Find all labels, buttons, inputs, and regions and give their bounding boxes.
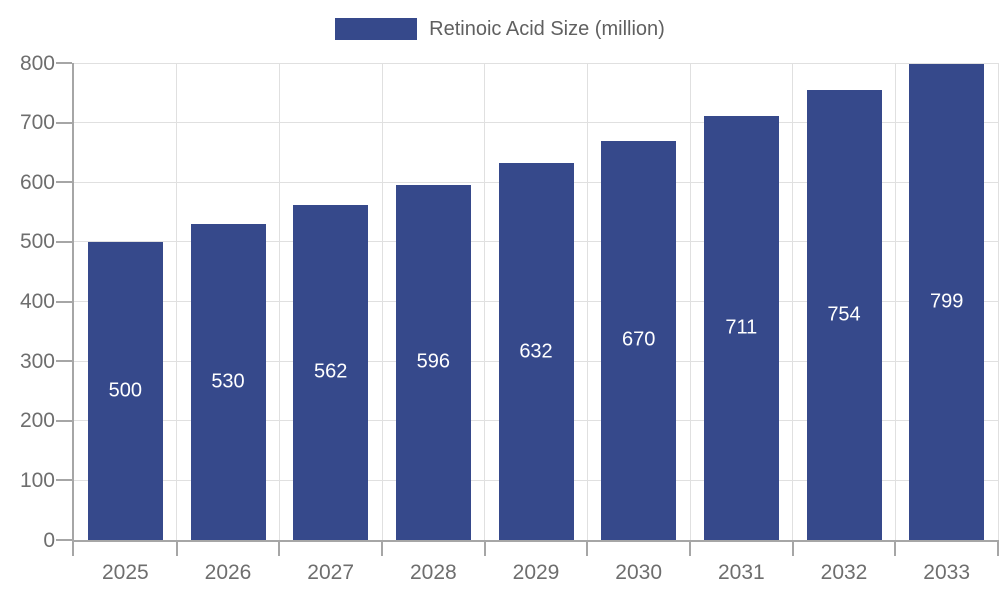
bar-value-label: 632 xyxy=(519,340,553,363)
v-gridline xyxy=(278,63,280,540)
y-axis-tick xyxy=(56,300,72,303)
x-tick-label: 2026 xyxy=(204,561,252,584)
bar[interactable] xyxy=(395,184,471,540)
y-axis-tick xyxy=(56,181,72,184)
bar[interactable] xyxy=(909,63,985,540)
x-tick-label: 2032 xyxy=(820,561,868,584)
legend-label: Retinoic Acid Size (million) xyxy=(429,18,665,40)
v-gridline xyxy=(997,63,999,540)
y-tick-label: 0 xyxy=(43,528,55,552)
bar[interactable] xyxy=(806,90,882,540)
x-tick-label: 2027 xyxy=(307,561,355,584)
y-axis-tick xyxy=(56,479,72,482)
bar[interactable] xyxy=(498,163,574,540)
x-axis-tick xyxy=(72,540,74,556)
bar[interactable] xyxy=(601,140,677,540)
x-axis-tick xyxy=(381,540,383,556)
y-axis-tick xyxy=(56,62,72,64)
x-axis-tick xyxy=(175,540,178,556)
plot-area: 500 2025 530 2026 562 2027 596 2028 632 2029 670 20… xyxy=(56,62,999,583)
x-tick-label: 2029 xyxy=(512,561,560,584)
x-axis-tick xyxy=(997,540,999,556)
v-gridline xyxy=(484,63,486,540)
bar-value-label: 530 xyxy=(211,370,245,393)
v-gridline xyxy=(689,63,691,540)
bar-value-label: 799 xyxy=(929,290,964,313)
x-axis-tick xyxy=(894,540,897,556)
x-tick-label: 2031 xyxy=(717,561,765,584)
v-gridline xyxy=(894,63,896,540)
y-tick-label: 700 xyxy=(19,111,55,135)
y-tick-label: 100 xyxy=(19,468,55,492)
y-tick-label: 800 xyxy=(19,51,55,75)
x-axis-tick xyxy=(586,540,589,556)
x-axis-tick xyxy=(278,540,281,556)
bar-value-label: 562 xyxy=(313,360,348,383)
v-gridline xyxy=(381,63,383,540)
bar[interactable] xyxy=(87,241,163,540)
x-axis-tick xyxy=(483,540,486,556)
legend-item[interactable]: Retinoic Acid Size (million) xyxy=(0,18,1000,40)
y-tick-label: 200 xyxy=(19,409,55,433)
y-tick-label: 400 xyxy=(19,290,55,313)
bar-value-label: 500 xyxy=(108,379,143,402)
y-axis-tick xyxy=(56,240,72,243)
x-tick-label: 2030 xyxy=(615,561,663,584)
y-tick-label: 600 xyxy=(19,170,55,194)
y-tick-label: 500 xyxy=(19,230,55,254)
y-axis-tick xyxy=(56,121,72,124)
y-axis-tick xyxy=(56,539,72,541)
bar-value-label: 670 xyxy=(621,328,656,351)
bar[interactable] xyxy=(293,204,369,540)
bar-value-label: 596 xyxy=(416,350,451,373)
v-gridline xyxy=(792,63,794,540)
x-tick-label: 2025 xyxy=(101,561,149,584)
x-axis-tick xyxy=(791,540,794,556)
y-tick-label: 300 xyxy=(19,349,55,373)
legend-swatch-icon xyxy=(335,18,418,40)
h-gridline xyxy=(74,62,998,64)
bar-value-label: 711 xyxy=(725,316,758,339)
x-tick-label: 2028 xyxy=(409,561,457,584)
bar[interactable] xyxy=(190,224,266,540)
x-axis-tick xyxy=(689,540,691,556)
v-gridline xyxy=(586,63,588,540)
y-axis-tick xyxy=(56,360,72,363)
y-axis-tick xyxy=(56,419,72,422)
bar-value-label: 754 xyxy=(827,303,861,326)
x-tick-label: 2033 xyxy=(923,561,971,584)
v-gridline xyxy=(176,63,178,540)
bar[interactable] xyxy=(703,116,779,540)
